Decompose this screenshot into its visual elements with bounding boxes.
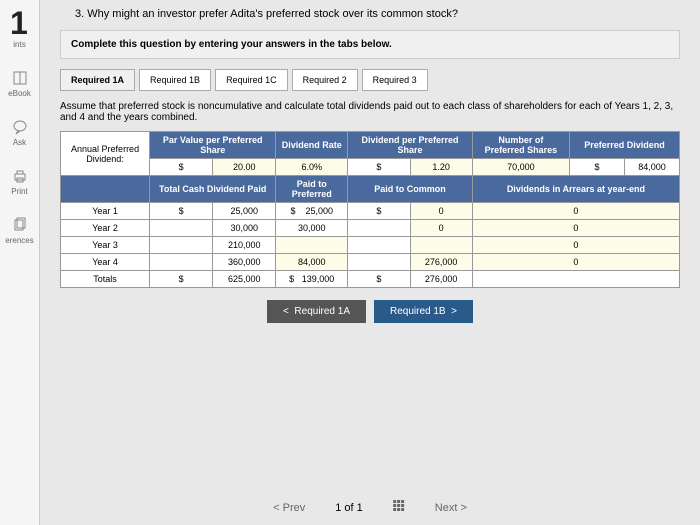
header-div-rate: Dividend Rate	[276, 132, 348, 159]
t-pref: $ 139,000	[276, 271, 348, 288]
blank	[150, 254, 213, 271]
t-common: 276,000	[410, 271, 472, 288]
chat-icon	[11, 118, 29, 136]
dollar-sign: $	[150, 203, 213, 220]
next-button[interactable]: Next >	[435, 502, 467, 514]
dividend-table: Annual Preferred Dividend: Par Value per…	[60, 131, 680, 288]
y4-arrears[interactable]: 0	[472, 254, 679, 271]
year-label: Year 2	[61, 220, 150, 237]
t-arrears	[472, 271, 679, 288]
prev-button[interactable]: < Prev	[273, 502, 305, 514]
sidebar-label: eBook	[8, 89, 31, 98]
year-label: Year 1	[61, 203, 150, 220]
book-icon	[11, 69, 29, 87]
table-row-year1: Year 1 $ 25,000 $ 25,000 $ 0 0	[61, 203, 680, 220]
y1-common[interactable]: 0	[410, 203, 472, 220]
header-paid-common: Paid to Common	[348, 176, 473, 203]
y2-cash: 30,000	[213, 220, 276, 237]
blank	[150, 237, 213, 254]
copy-icon	[11, 216, 29, 234]
sidebar: ints eBook Ask Print erences	[0, 0, 40, 525]
y2-common[interactable]: 0	[410, 220, 472, 237]
y3-pref[interactable]	[276, 237, 348, 254]
table-row-year4: Year 4 360,000 84,000 276,000 0	[61, 254, 680, 271]
sidebar-item-ask[interactable]: Ask	[11, 118, 29, 147]
sidebar-label: Ask	[13, 138, 26, 147]
nav-buttons: < Required 1A Required 1B >	[60, 300, 680, 323]
print-icon	[11, 167, 29, 185]
tab-required-1c[interactable]: Required 1C	[215, 69, 288, 91]
tab-required-1b[interactable]: Required 1B	[139, 69, 211, 91]
tab-required-2[interactable]: Required 2	[292, 69, 358, 91]
footer-nav: < Prev 1 of 1 Next >	[273, 500, 467, 515]
y4-common[interactable]: 276,000	[410, 254, 472, 271]
y3-common[interactable]	[410, 237, 472, 254]
header-blank	[61, 176, 150, 203]
table-row-year2: Year 2 30,000 30,000 0 0	[61, 220, 680, 237]
assumption-text: Assume that preferred stock is noncumula…	[60, 101, 680, 123]
sidebar-label: erences	[5, 236, 33, 245]
totals-label: Totals	[61, 271, 150, 288]
year-label: Year 3	[61, 237, 150, 254]
dollar-sign: $	[569, 159, 624, 176]
y4-pref[interactable]: 84,000	[276, 254, 348, 271]
dollar-sign: $	[150, 159, 213, 176]
div-per-share-cell[interactable]: 1.20	[410, 159, 472, 176]
tabs-row: Required 1A Required 1B Required 1C Requ…	[60, 69, 680, 91]
dollar-sign: $	[348, 203, 410, 220]
tab-required-3[interactable]: Required 3	[362, 69, 428, 91]
y1-arrears[interactable]: 0	[472, 203, 679, 220]
y1-cash: 25,000	[213, 203, 276, 220]
header-arrears: Dividends in Arrears at year-end	[472, 176, 679, 203]
y4-cash: 360,000	[213, 254, 276, 271]
header-div-per-share: Dividend per Preferred Share	[348, 132, 473, 159]
header-par-value: Par Value per Preferred Share	[150, 132, 276, 159]
pref-div-cell: 84,000	[624, 159, 679, 176]
t-cash: 625,000	[213, 271, 276, 288]
header-num-shares: Number of Preferred Shares	[472, 132, 569, 159]
header-paid-pref: Paid to Preferred	[276, 176, 348, 203]
instruction-box: Complete this question by entering your …	[60, 30, 680, 59]
dollar-sign: $	[348, 159, 410, 176]
y3-arrears[interactable]: 0	[472, 237, 679, 254]
table-row-year3: Year 3 210,000 0	[61, 237, 680, 254]
y1-pref: $ 25,000	[276, 203, 348, 220]
question-number: 1	[10, 5, 28, 42]
par-value-cell[interactable]: 20.00	[213, 159, 276, 176]
blank	[150, 220, 213, 237]
year-label: Year 4	[61, 254, 150, 271]
header-pref-div: Preferred Dividend	[569, 132, 679, 159]
sidebar-label: Print	[11, 187, 27, 196]
div-rate-cell[interactable]: 6.0%	[276, 159, 348, 176]
blank	[348, 220, 410, 237]
next-tab-button[interactable]: Required 1B >	[374, 300, 473, 323]
blank	[348, 237, 410, 254]
tab-required-1a[interactable]: Required 1A	[60, 69, 135, 91]
sidebar-item-references[interactable]: erences	[5, 216, 33, 245]
sidebar-item-print[interactable]: Print	[11, 167, 29, 196]
annual-pref-label: Annual Preferred Dividend:	[61, 132, 150, 176]
sidebar-item-ebook[interactable]: eBook	[8, 69, 31, 98]
main-content: 1 3. Why might an investor prefer Adita'…	[40, 0, 700, 525]
question-text: 3. Why might an investor prefer Adita's …	[75, 8, 680, 20]
prev-tab-button[interactable]: < Required 1A	[267, 300, 366, 323]
grid-icon[interactable]	[393, 500, 405, 515]
y2-arrears[interactable]: 0	[472, 220, 679, 237]
blank	[348, 254, 410, 271]
dollar-sign: $	[150, 271, 213, 288]
y2-pref: 30,000	[276, 220, 348, 237]
table-row-totals: Totals $ 625,000 $ 139,000 $ 276,000	[61, 271, 680, 288]
page-indicator: 1 of 1	[335, 502, 363, 514]
dollar-sign: $	[348, 271, 410, 288]
num-shares-cell[interactable]: 70,000	[472, 159, 569, 176]
header-total-cash: Total Cash Dividend Paid	[150, 176, 276, 203]
y3-cash: 210,000	[213, 237, 276, 254]
